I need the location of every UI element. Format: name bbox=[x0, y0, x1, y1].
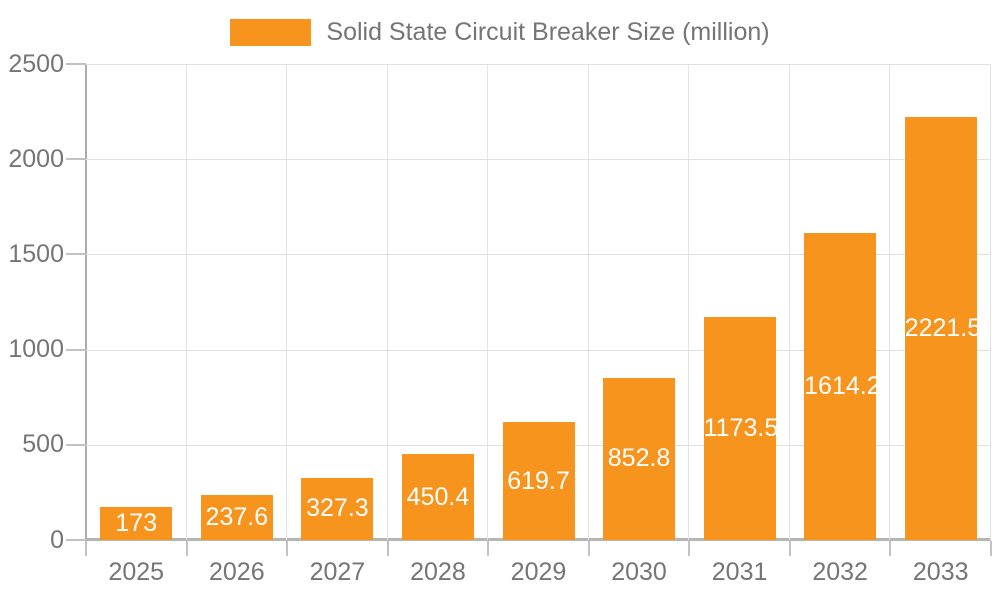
x-gridline bbox=[386, 64, 388, 540]
x-tick-mark bbox=[386, 541, 389, 556]
x-tick-mark bbox=[889, 541, 892, 556]
x-tick-mark bbox=[688, 541, 691, 556]
x-tick-label: 2033 bbox=[912, 558, 969, 586]
bar-value-label: 852.8 bbox=[607, 444, 671, 473]
bar[interactable] bbox=[200, 494, 273, 540]
y-tick-label: 2000 bbox=[8, 144, 64, 173]
x-tick-mark bbox=[85, 541, 87, 556]
x-tick-label: 2025 bbox=[108, 558, 165, 586]
legend-swatch bbox=[230, 19, 312, 46]
y-tick-mark bbox=[66, 443, 86, 446]
y-tick-label: 1000 bbox=[8, 335, 64, 364]
y-gridline bbox=[86, 254, 991, 256]
bar-value-label: 173 bbox=[115, 509, 158, 538]
bar-value-label: 619.7 bbox=[507, 466, 570, 495]
legend-label: Solid State Circuit Breaker Size (millio… bbox=[326, 18, 770, 46]
y-tick-mark bbox=[66, 539, 86, 541]
x-gridline bbox=[688, 64, 690, 540]
y-tick-mark bbox=[66, 63, 86, 65]
x-gridline bbox=[185, 64, 187, 540]
x-tick-mark bbox=[788, 541, 791, 556]
bar-value-label: 1614.2 bbox=[804, 371, 881, 400]
x-gridline bbox=[487, 64, 489, 540]
x-gridline bbox=[286, 64, 288, 540]
y-gridline bbox=[86, 159, 991, 161]
y-tick-label: 2500 bbox=[8, 49, 64, 78]
y-gridline bbox=[86, 64, 991, 65]
plot-area: 173 237.6 327.3 450.4 619.7 852.8 1173.5 1614.2… bbox=[86, 64, 991, 540]
x-tick-mark bbox=[487, 541, 490, 556]
x-gridline bbox=[990, 64, 991, 540]
x-tick-mark bbox=[286, 541, 289, 556]
x-tick-label: 2027 bbox=[309, 558, 366, 586]
bar-value-label: 327.3 bbox=[306, 494, 369, 523]
x-tick-mark bbox=[990, 541, 992, 556]
legend: Solid State Circuit Breaker Size (millio… bbox=[0, 19, 1000, 46]
x-gridline bbox=[889, 64, 891, 540]
x-tick-mark bbox=[185, 541, 188, 556]
x-tick-label: 2029 bbox=[510, 558, 567, 586]
y-tick-mark bbox=[66, 158, 86, 161]
bar[interactable] bbox=[301, 477, 374, 540]
x-tick-label: 2028 bbox=[410, 558, 466, 586]
bar[interactable] bbox=[904, 117, 977, 540]
bar-value-label: 2221.5 bbox=[904, 314, 982, 342]
y-axis-line bbox=[85, 64, 87, 540]
x-tick-label: 2030 bbox=[611, 558, 667, 586]
y-tick-label: 0 bbox=[50, 525, 64, 554]
bar-value-label: 450.4 bbox=[406, 482, 470, 511]
bar-value-label: 237.6 bbox=[205, 502, 269, 531]
x-tick-mark bbox=[587, 541, 590, 556]
bar[interactable] bbox=[502, 422, 575, 540]
x-gridline bbox=[587, 64, 589, 540]
y-tick-label: 500 bbox=[22, 430, 64, 459]
x-tick-label: 2031 bbox=[711, 558, 768, 586]
y-gridline bbox=[86, 349, 991, 351]
y-tick-mark bbox=[66, 348, 86, 351]
y-tick-label: 1500 bbox=[8, 239, 64, 268]
bar[interactable] bbox=[401, 454, 474, 540]
legend-item[interactable]: Solid State Circuit Breaker Size (millio… bbox=[230, 18, 770, 46]
x-tick-label: 2026 bbox=[209, 558, 265, 586]
x-gridline bbox=[788, 64, 790, 540]
bar[interactable] bbox=[804, 232, 877, 540]
bar-value-label: 1173.5 bbox=[703, 413, 779, 442]
bar[interactable] bbox=[603, 377, 676, 540]
bar[interactable] bbox=[100, 507, 173, 540]
bar[interactable] bbox=[703, 316, 776, 540]
x-tick-label: 2032 bbox=[812, 558, 868, 586]
y-tick-mark bbox=[66, 253, 86, 256]
